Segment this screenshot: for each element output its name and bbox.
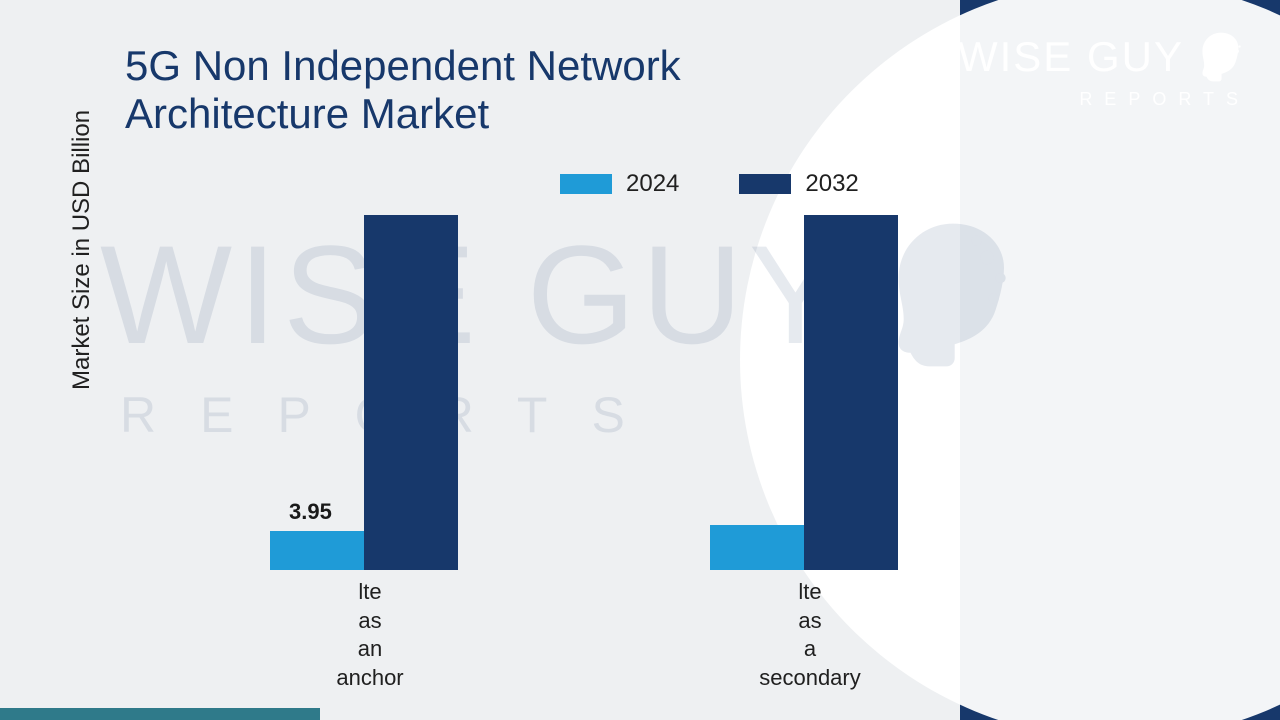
legend-label-2032: 2032 xyxy=(805,170,858,198)
bottom-accent-strip xyxy=(0,708,320,720)
page-title: 5G Non Independent Network Architecture … xyxy=(125,42,765,139)
y-axis-label: Market Size in USD Billion xyxy=(68,110,96,390)
bar-2024 xyxy=(270,531,364,571)
brand-line2: REPORTS xyxy=(958,90,1250,108)
infographic-stage: WISE GUY REPORTS 5G Non Independent Netw… xyxy=(0,0,1280,720)
brand-logo: WISE GUY REPORTS xyxy=(958,28,1250,108)
legend-swatch-2032 xyxy=(739,174,791,194)
chart-legend: 2024 2032 xyxy=(560,170,859,198)
brand-line1: WISE GUY xyxy=(958,36,1184,78)
x-axis-category-label: lteasasecondary xyxy=(759,578,861,692)
legend-label-2024: 2024 xyxy=(626,170,679,198)
brand-head-icon xyxy=(1192,28,1250,86)
bar-2032 xyxy=(804,215,898,570)
legend-swatch-2024 xyxy=(560,174,612,194)
legend-item-2024: 2024 xyxy=(560,170,679,198)
x-axis-category-label: lteasananchor xyxy=(336,578,403,692)
chart-plot-area: 3.95lteasananchorlteasasecondary xyxy=(110,210,950,570)
bar-value-label: 3.95 xyxy=(289,499,332,525)
bar-2024 xyxy=(710,525,804,570)
legend-item-2032: 2032 xyxy=(739,170,858,198)
bar-2032 xyxy=(364,215,458,570)
